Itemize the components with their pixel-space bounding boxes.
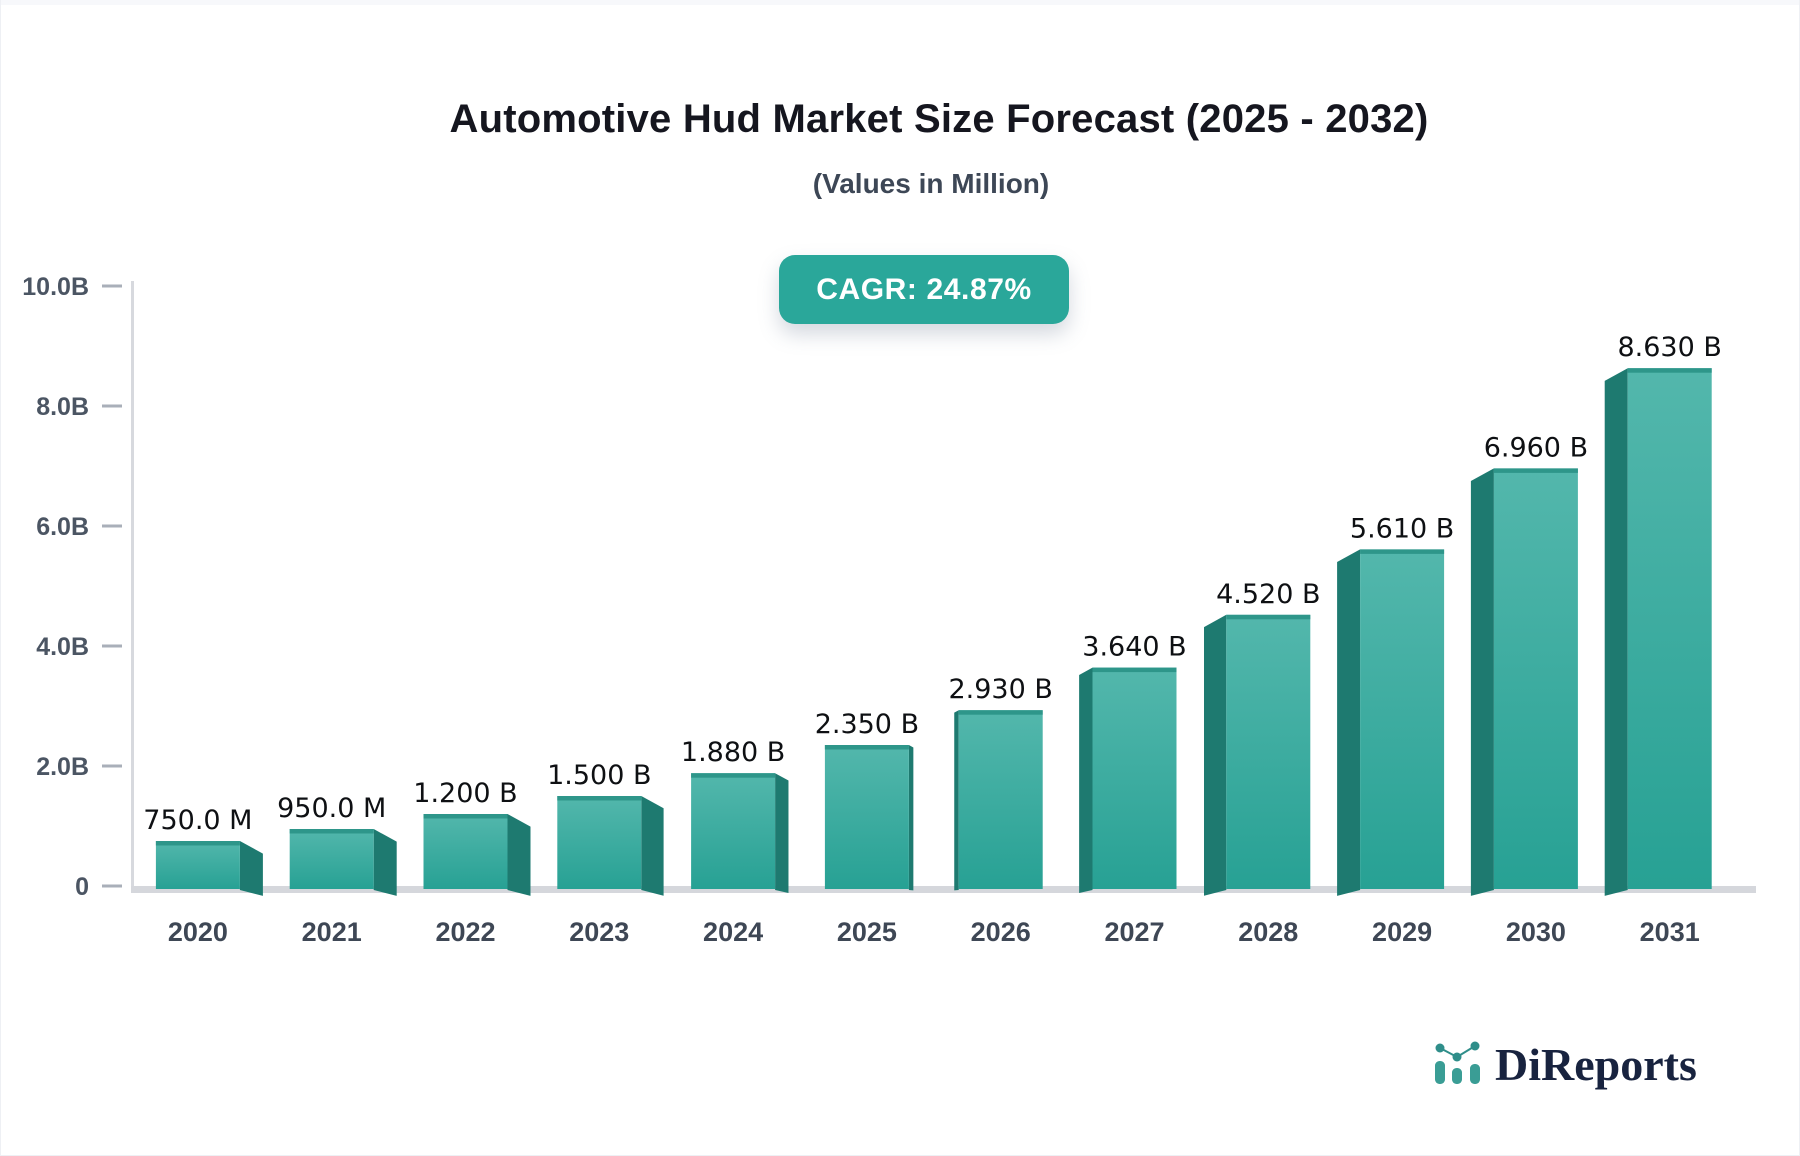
cagr-badge: CAGR: 24.87% <box>779 255 1069 324</box>
value-label: 6.960 B <box>1484 432 1588 463</box>
bar-group-2025[interactable]: 2.350 B 2025 <box>815 709 919 947</box>
bar-group-2020[interactable]: 750.0 M 2020 <box>143 805 263 947</box>
bar-top-face <box>1092 667 1177 673</box>
year-label: 2024 <box>703 917 763 947</box>
bar-group-2023[interactable]: 1.500 B 2023 <box>547 760 664 947</box>
value-label: 4.520 B <box>1216 579 1320 610</box>
bar-top-face <box>958 710 1043 715</box>
value-label: 8.630 B <box>1617 332 1721 363</box>
bar-side-face <box>908 745 914 891</box>
bar-side-face <box>507 814 531 896</box>
top-border-strip <box>1 0 1799 5</box>
bar-front-face <box>1360 549 1445 889</box>
bar-side-face <box>641 796 664 896</box>
bar-group-2021[interactable]: 950.0 M 2021 <box>277 793 397 947</box>
y-tick-label: 2.0B <box>36 753 89 781</box>
brand-logo: DiReports <box>1429 1036 1697 1088</box>
bar-group-2028[interactable]: 4.520 B 2028 <box>1204 579 1321 947</box>
bar-side-face <box>1604 368 1628 896</box>
bar-front-face <box>691 773 776 889</box>
year-label: 2027 <box>1104 917 1164 947</box>
chart-subtitle: (Values in Million) <box>812 168 1050 199</box>
bar-top-face <box>1493 468 1578 473</box>
bar-top-face <box>1360 549 1445 554</box>
bar-side-face <box>1337 549 1361 896</box>
year-label: 2031 <box>1640 917 1700 947</box>
bar-group-2027[interactable]: 3.640 B 2027 <box>1079 632 1187 947</box>
year-label: 2025 <box>837 917 897 947</box>
bar-side-face <box>775 773 789 894</box>
bar-side-face <box>954 710 959 891</box>
year-label: 2026 <box>971 917 1031 947</box>
value-label: 950.0 M <box>277 793 386 824</box>
bar-front-face <box>423 814 508 889</box>
bar-front-face <box>824 745 909 889</box>
y-tick-label: 0 <box>75 873 89 901</box>
bar-top-face <box>824 745 909 750</box>
bar-group-2030[interactable]: 6.960 B 2030 <box>1470 432 1588 947</box>
bar-top-face <box>1627 368 1712 373</box>
bar-side-face <box>1079 667 1093 894</box>
bar-top-face <box>289 829 374 834</box>
y-tick-label: 4.0B <box>36 633 89 661</box>
bar-top-face <box>1226 614 1311 620</box>
bar-top-face <box>691 773 776 778</box>
year-label: 2028 <box>1238 917 1298 947</box>
bar-top-face <box>155 841 240 846</box>
value-label: 5.610 B <box>1350 513 1454 544</box>
x-axis-baseline <box>131 886 1756 893</box>
bar-top-face <box>423 814 508 819</box>
bar-side-face <box>373 829 397 896</box>
value-label: 3.640 B <box>1082 632 1186 663</box>
year-label: 2023 <box>569 917 629 947</box>
bar-side-face <box>1204 614 1227 896</box>
brand-name: DiReports <box>1495 1039 1697 1090</box>
bar-front-face <box>557 796 642 889</box>
value-label: 1.880 B <box>681 737 785 768</box>
year-label: 2030 <box>1506 917 1566 947</box>
bar-front-face <box>1493 468 1578 889</box>
bar-group-2029[interactable]: 5.610 B 2029 <box>1337 513 1454 947</box>
bar-group-2024[interactable]: 1.880 B 2024 <box>681 737 789 947</box>
brand-logo-icon <box>1435 1041 1480 1084</box>
bar-top-face <box>557 796 642 801</box>
value-label: 1.200 B <box>413 778 517 809</box>
value-label: 750.0 M <box>143 805 252 836</box>
bar-front-face <box>1092 667 1177 889</box>
cagr-badge-label: CAGR: 24.87% <box>816 272 1032 306</box>
bar-group-2026[interactable]: 2.930 B 2026 <box>948 674 1052 947</box>
bar-front-face <box>1627 368 1712 889</box>
y-tick-label: 10.0B <box>22 273 89 301</box>
year-label: 2029 <box>1372 917 1432 947</box>
bar-front-face <box>289 829 374 889</box>
value-label: 1.500 B <box>547 760 651 791</box>
bar-front-face <box>1226 614 1311 889</box>
value-label: 2.930 B <box>948 674 1052 705</box>
y-tick-label: 6.0B <box>36 513 89 541</box>
bar-front-face <box>155 841 240 889</box>
value-label: 2.350 B <box>815 709 919 740</box>
bar-group-2031[interactable]: 8.630 B 2031 <box>1604 332 1722 947</box>
y-tick-label: 8.0B <box>36 393 89 421</box>
bar-side-face <box>1470 468 1494 896</box>
bar-group-2022[interactable]: 1.200 B 2022 <box>413 778 531 947</box>
bar-side-face <box>239 841 263 896</box>
year-label: 2020 <box>168 917 228 947</box>
year-label: 2022 <box>435 917 495 947</box>
year-label: 2021 <box>302 917 362 947</box>
page-title: Automotive Hud Market Size Forecast (202… <box>449 97 1429 141</box>
bar-front-face <box>958 710 1043 889</box>
